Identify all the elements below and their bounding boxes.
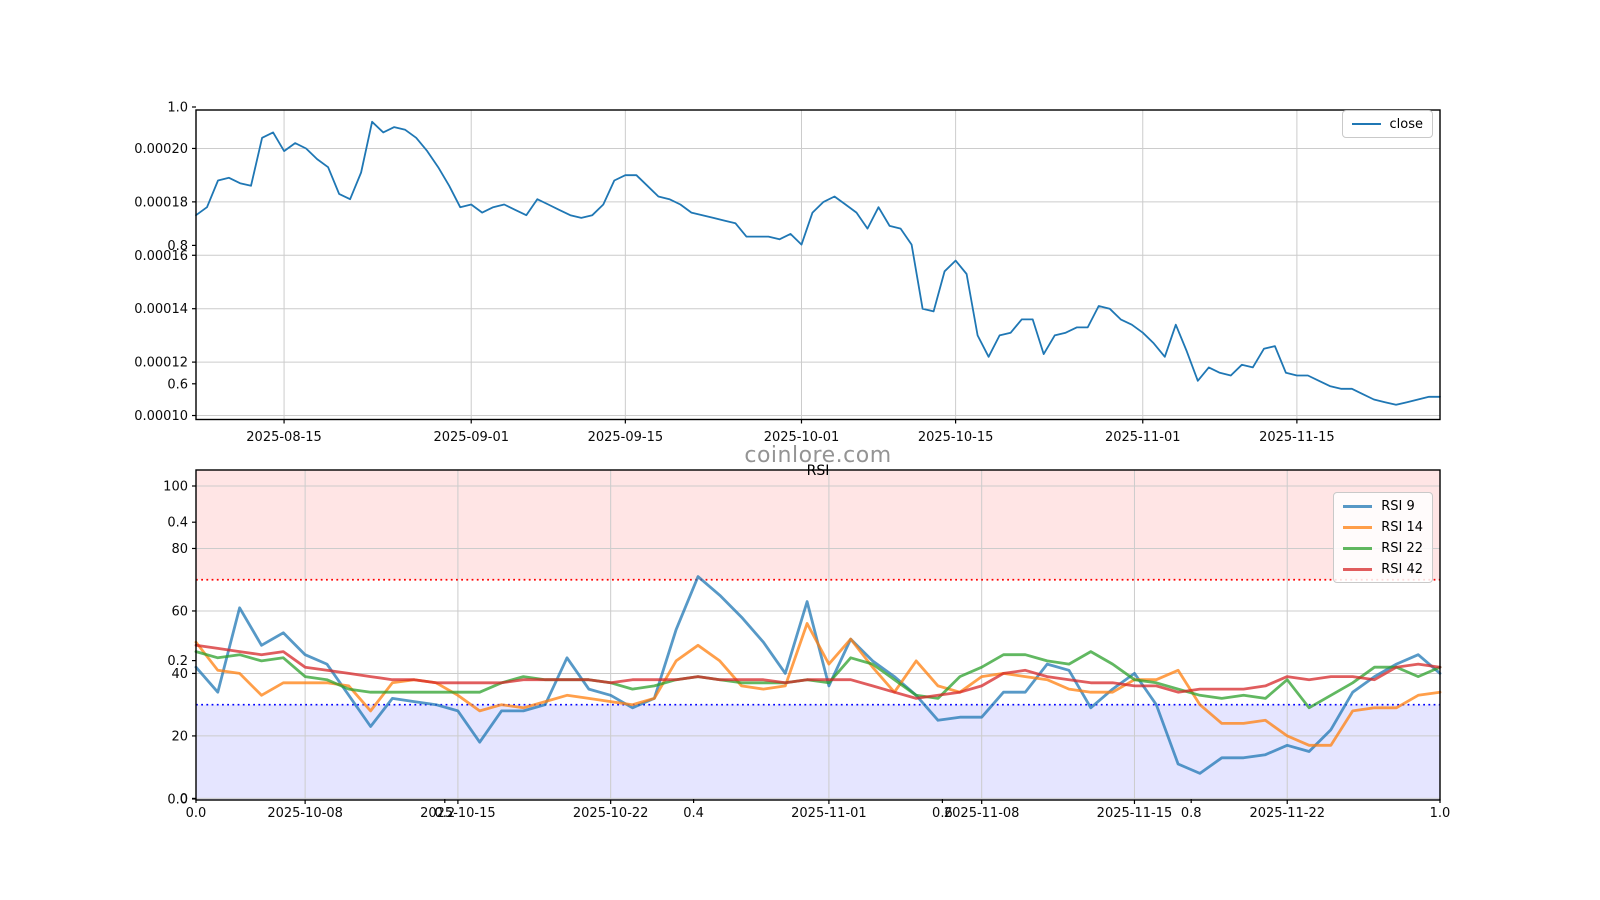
- hidden-y-tick-label: 0.8: [167, 239, 188, 254]
- rsi-14-line: [194, 622, 1442, 747]
- hidden-y-tick-label: 1.0: [167, 101, 188, 116]
- price-legend: close: [1341, 110, 1433, 138]
- rsi-22-line-swatch: [1343, 546, 1373, 550]
- watermark: coinlore.com: [744, 443, 892, 468]
- price-y-tick-label: 0.00012: [134, 356, 188, 371]
- price-y-tick-label: 0.00018: [134, 195, 188, 210]
- hidden-x-tick-label: 0.8: [1181, 806, 1202, 821]
- price-x-tick-label: 2025-09-15: [588, 430, 664, 445]
- rsi-x-tick-label: 2025-10-22: [573, 806, 649, 821]
- hidden-y-tick-label: 0.0: [167, 793, 188, 808]
- rsi-y-tick-label: 60: [171, 604, 188, 619]
- rsi-y-tick-label: 40: [171, 667, 188, 682]
- price-y-tick-label: 0.00016: [134, 249, 188, 264]
- hidden-x-tick-label: 1.0: [1430, 806, 1451, 821]
- hidden-y-tick-label: 0.6: [167, 377, 188, 392]
- rsi-legend-row: RSI 9: [1343, 498, 1423, 514]
- hidden-x-tick-label: 0.2: [434, 806, 455, 821]
- price-axes-frame: [195, 109, 1441, 421]
- rsi-22-legend-label: RSI 22: [1381, 540, 1423, 556]
- rsi-axes-frame: [195, 469, 1441, 801]
- rsi-y-tick-label: 20: [171, 729, 188, 744]
- rsi-legend-row: RSI 42: [1343, 561, 1423, 577]
- close-line-swatch: [1351, 122, 1381, 126]
- overbought-region: [196, 470, 1440, 580]
- price-y-tick-label: 0.00010: [134, 409, 188, 424]
- rsi-42-line-swatch: [1343, 567, 1373, 571]
- price-x-tick-label: 2025-10-15: [918, 430, 994, 445]
- hidden-x-tick-label: 0.4: [683, 806, 704, 821]
- price-x-tick-label: 2025-09-01: [433, 430, 509, 445]
- rsi-42-legend-label: RSI 42: [1381, 561, 1423, 577]
- rsi-x-tick-label: 2025-11-01: [791, 806, 867, 821]
- rsi-14-legend-label: RSI 14: [1381, 519, 1423, 535]
- oversold-region: [196, 704, 1440, 800]
- rsi-x-tick-label: 2025-10-08: [267, 806, 343, 821]
- rsi-14-line-swatch: [1343, 525, 1373, 529]
- rsi-legend: RSI 9 RSI 14 RSI 22 RSI 42: [1333, 492, 1433, 583]
- rsi-x-tick-label: 2025-11-22: [1249, 806, 1325, 821]
- hidden-x-tick-label: 0.0: [186, 806, 207, 821]
- price-legend-row: close: [1351, 116, 1423, 132]
- price-x-tick-label: 2025-11-01: [1105, 430, 1181, 445]
- price-y-tick-label: 0.00014: [134, 302, 188, 317]
- rsi-22-line: [194, 650, 1442, 710]
- rsi-panel-title: RSI: [806, 463, 830, 479]
- hidden-x-tick-label: 0.6: [932, 806, 953, 821]
- rsi-x-tick-label: 2025-10-15: [420, 806, 496, 821]
- rsi-y-tick-label: 100: [163, 480, 188, 495]
- price-y-tick-label: 0.00020: [134, 142, 188, 157]
- price-legend-label: close: [1389, 116, 1423, 132]
- price-x-tick-label: 2025-10-01: [764, 430, 840, 445]
- rsi-9-line-swatch: [1343, 504, 1373, 508]
- rsi-x-tick-label: 2025-11-08: [944, 806, 1020, 821]
- rsi-42-line: [194, 643, 1442, 700]
- hidden-y-tick-label: 0.2: [167, 654, 188, 669]
- rsi-legend-row: RSI 14: [1343, 519, 1423, 535]
- close-line: [195, 120, 1441, 406]
- hidden-y-tick-label: 0.4: [167, 516, 188, 531]
- price-x-tick-label: 2025-11-15: [1259, 430, 1335, 445]
- price-x-tick-label: 2025-08-15: [246, 430, 322, 445]
- rsi-y-tick-label: 0: [180, 792, 188, 807]
- rsi-legend-row: RSI 22: [1343, 540, 1423, 556]
- rsi-9-legend-label: RSI 9: [1381, 498, 1415, 514]
- rsi-x-tick-label: 2025-11-15: [1097, 806, 1173, 821]
- rsi-y-tick-label: 80: [171, 542, 188, 557]
